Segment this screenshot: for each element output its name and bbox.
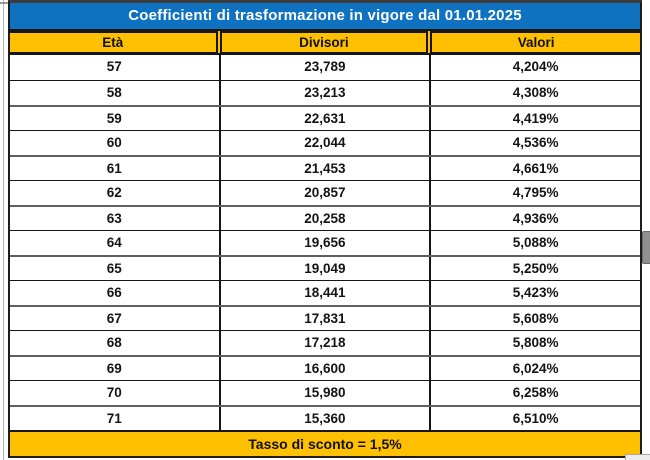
vertical-scrollbar-thumb[interactable]	[642, 231, 650, 264]
column-header-divisori: Divisori	[219, 31, 429, 54]
cell-valore: 5,250%	[429, 257, 640, 280]
cell-eta: 60	[106, 135, 122, 150]
table-row: 57 23,789 4,204%	[10, 55, 640, 80]
cell-divisore: 20,857	[218, 181, 430, 205]
cell-eta: 64	[106, 235, 122, 250]
table-row: 67 17,831 5,608%	[10, 305, 640, 330]
cell-valore: 4,536%	[429, 131, 640, 155]
cell-divisore: 17,218	[218, 331, 430, 355]
table-row: 60 22,044 4,536%	[10, 130, 640, 155]
cell-divisore: 17,831	[218, 307, 430, 330]
table-row: 62 20,857 4,795%	[10, 180, 640, 205]
cell-divisore: 16,600	[218, 357, 430, 380]
cell-eta: 65	[106, 261, 122, 276]
cell-eta: 57	[106, 59, 122, 74]
cell-eta: 63	[106, 211, 122, 226]
cell-valore: 5,423%	[429, 281, 640, 305]
table-footer: Tasso di sconto = 1,5%	[10, 430, 640, 456]
spreadsheet-gridline-horizontal	[0, 2, 13, 4]
table-row: 58 23,213 4,308%	[10, 80, 640, 105]
table-row: 71 15,360 6,510%	[10, 405, 640, 430]
cell-divisore: 15,360	[218, 407, 430, 430]
cell-valore: 5,608%	[429, 307, 640, 330]
cell-eta: 70	[106, 385, 122, 400]
table-row: 70 15,980 6,258%	[10, 380, 640, 405]
cell-valore: 4,661%	[429, 157, 640, 180]
table-row: 68 17,218 5,808%	[10, 330, 640, 355]
cell-valore: 4,795%	[429, 181, 640, 205]
cell-eta: 62	[106, 185, 122, 200]
cell-divisore: 23,789	[218, 55, 430, 80]
cell-divisore: 22,631	[218, 107, 430, 130]
cell-valore: 5,808%	[429, 331, 640, 355]
table-row: 64 19,656 5,088%	[10, 230, 640, 255]
cell-divisore: 20,258	[218, 207, 430, 230]
cell-eta: 67	[106, 311, 122, 326]
cell-eta: 69	[106, 361, 122, 376]
cell-divisore: 18,441	[218, 281, 430, 305]
cell-eta: 71	[106, 411, 122, 426]
cell-valore: 6,510%	[429, 407, 640, 430]
cell-valore: 4,204%	[429, 55, 640, 80]
table-row: 65 19,049 5,250%	[10, 255, 640, 280]
cell-divisore: 23,213	[218, 81, 430, 105]
cell-divisore: 19,049	[218, 257, 430, 280]
cell-divisore: 22,044	[218, 131, 430, 155]
cell-valore: 4,936%	[429, 207, 640, 230]
cell-eta: 68	[106, 335, 122, 350]
table-row: 66 18,441 5,423%	[10, 280, 640, 305]
cell-valore: 6,258%	[429, 381, 640, 405]
cell-eta: 59	[106, 111, 122, 126]
table-row: 63 20,258 4,936%	[10, 205, 640, 230]
cell-eta: 61	[106, 161, 122, 176]
column-header-valori: Valori	[430, 31, 640, 54]
cell-valore: 4,419%	[429, 107, 640, 130]
cell-eta: 66	[106, 285, 122, 300]
table-row: 69 16,600 6,024%	[10, 355, 640, 380]
cell-divisore: 21,453	[218, 157, 430, 180]
data-rows: 57 23,789 4,204% 58 23,213 4,308% 59 22,…	[10, 55, 640, 430]
scrollbar-corner-fragment	[625, 454, 650, 460]
spreadsheet-gridline-vertical	[3, 0, 4, 460]
table-title: Coefficienti di trasformazione in vigore…	[10, 3, 640, 31]
table-row: 61 21,453 4,661%	[10, 155, 640, 180]
table-row: 59 22,631 4,419%	[10, 105, 640, 130]
table-header-row: Età Divisori Valori	[10, 31, 640, 55]
cell-eta: 58	[106, 85, 122, 100]
cell-valore: 4,308%	[429, 81, 640, 105]
coefficients-table: Coefficienti di trasformazione in vigore…	[8, 0, 642, 458]
column-header-eta: Età	[10, 31, 218, 54]
cell-divisore: 19,656	[218, 231, 430, 255]
cell-valore: 6,024%	[429, 357, 640, 380]
cell-valore: 5,088%	[429, 231, 640, 255]
cell-divisore: 15,980	[218, 381, 430, 405]
